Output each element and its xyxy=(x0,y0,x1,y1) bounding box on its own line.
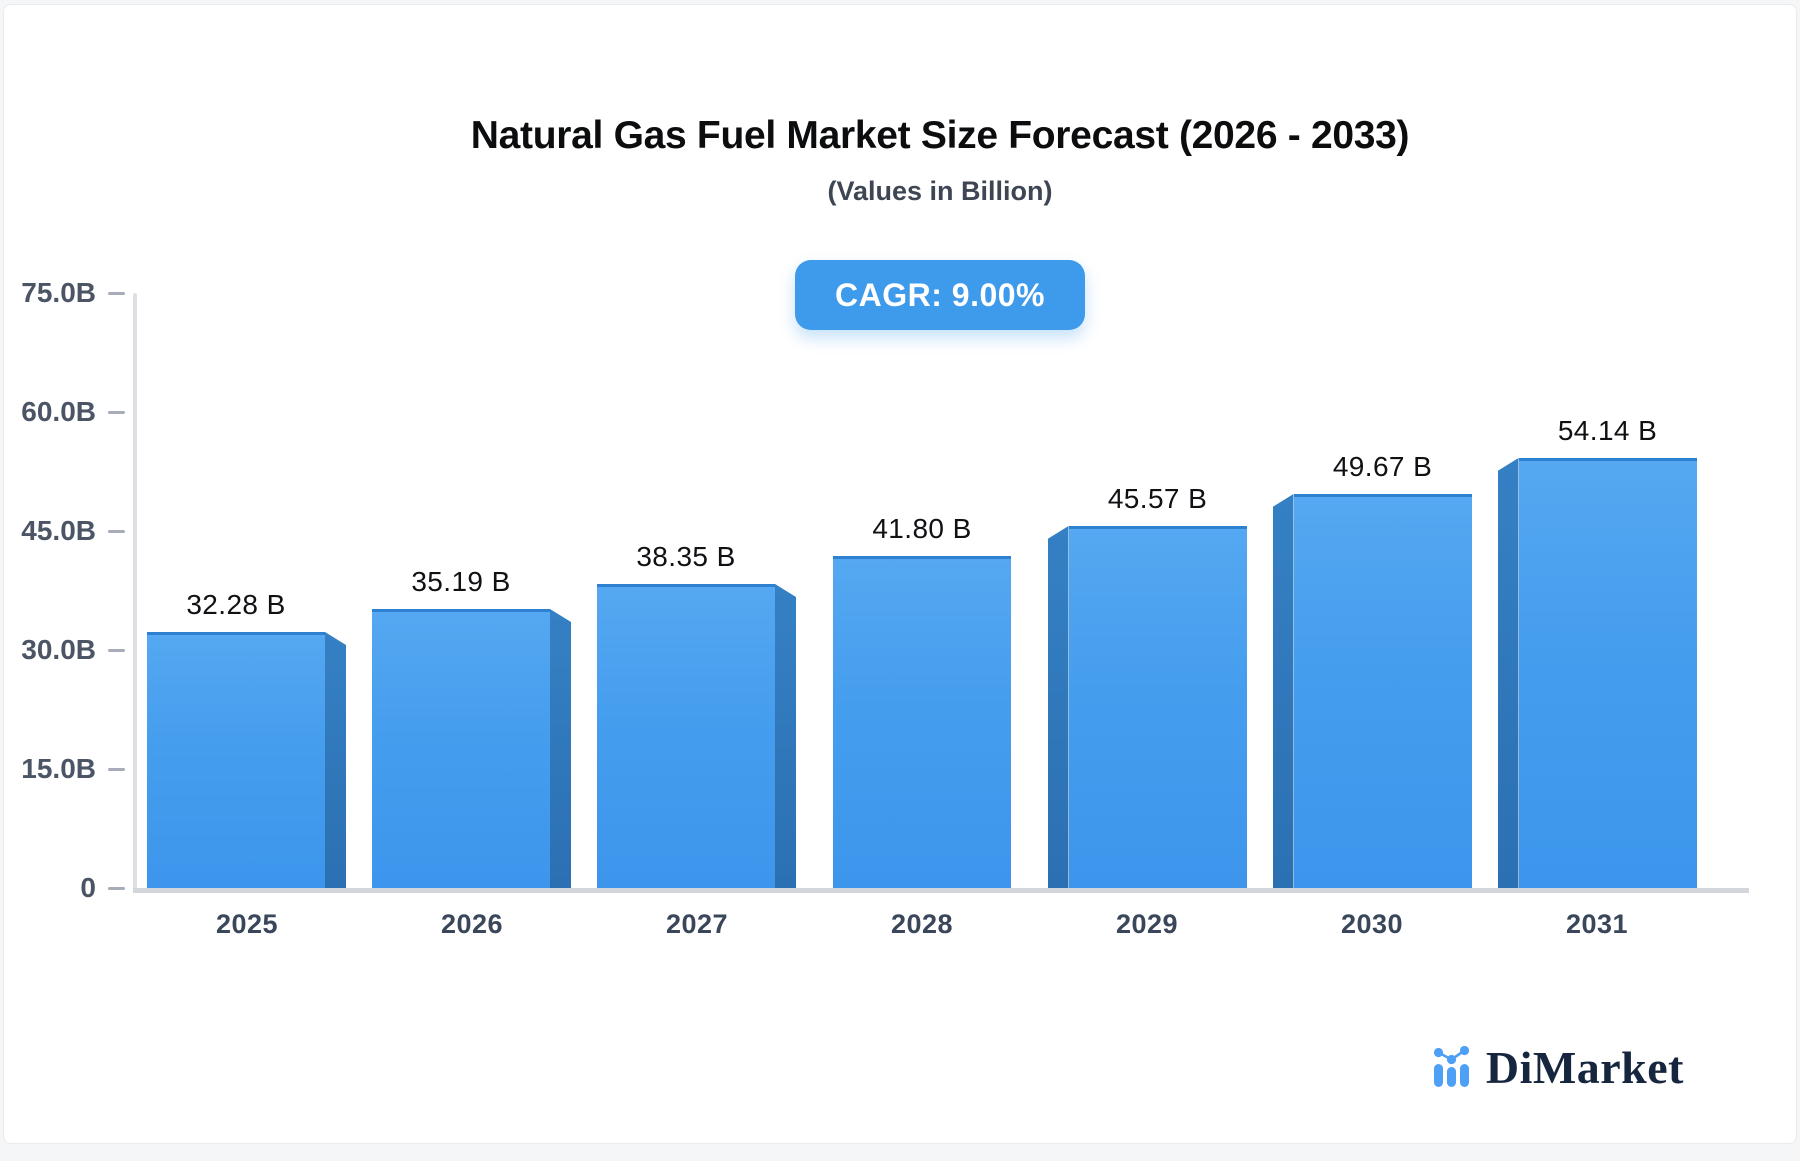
bar-value-label: 41.80 B xyxy=(872,513,972,544)
y-axis-label: 45.0B xyxy=(21,515,96,546)
y-axis-tick xyxy=(108,887,125,890)
x-axis-label: 2029 xyxy=(1115,909,1179,939)
x-axis-label: 2026 xyxy=(440,909,504,939)
bar-value-label: 54.14 B xyxy=(1557,415,1658,446)
bar-side xyxy=(1272,494,1294,888)
bar-face xyxy=(833,556,1011,888)
y-axis-tick xyxy=(108,411,125,414)
x-axis-label: 2027 xyxy=(665,909,729,939)
bar-side xyxy=(1497,458,1519,888)
bar-side xyxy=(325,632,346,888)
x-axis-line xyxy=(133,888,1749,893)
bar-face xyxy=(147,632,325,888)
bar-face xyxy=(597,584,775,888)
logo-text: DiMarket xyxy=(1485,1042,1684,1093)
bar-side xyxy=(550,609,571,888)
bar-value-label: 32.28 B xyxy=(186,589,286,620)
y-axis-label: 15.0B xyxy=(21,753,96,784)
bar-face xyxy=(1068,526,1247,888)
x-axis-label: 2025 xyxy=(215,909,279,939)
chart-subtitle: (Values in Billion) xyxy=(827,176,1053,206)
y-axis-label: 75.0B xyxy=(21,277,96,308)
y-axis-tick xyxy=(108,768,125,771)
y-axis-line xyxy=(133,293,137,892)
x-axis-label: 2030 xyxy=(1340,909,1404,939)
x-axis-label: 2028 xyxy=(890,909,954,939)
cagr-badge: CAGR: 9.00% xyxy=(795,260,1085,330)
x-axis-label: 2031 xyxy=(1565,909,1629,939)
bar-face xyxy=(372,609,550,888)
bar-side xyxy=(1047,526,1069,888)
bar-side xyxy=(775,584,796,888)
y-axis-label: 0 xyxy=(80,872,96,903)
dimarket-logo: DiMarket xyxy=(1432,1045,1684,1091)
bar-value-label: 49.67 B xyxy=(1332,451,1433,482)
y-axis-label: 30.0B xyxy=(21,634,96,665)
cagr-badge-row: CAGR: 9.00% xyxy=(134,260,1746,330)
bar-face xyxy=(1293,494,1472,888)
chart-header: Natural Gas Fuel Market Size Forecast (2… xyxy=(134,113,1746,330)
bar-value-label: 38.35 B xyxy=(636,541,736,572)
bar-value-label: 35.19 B xyxy=(411,566,511,597)
chart-card: Natural Gas Fuel Market Size Forecast (2… xyxy=(3,4,1797,1144)
y-axis-label: 60.0B xyxy=(21,396,96,427)
y-axis-tick xyxy=(108,530,125,533)
bar-value-label: 45.57 B xyxy=(1107,483,1208,514)
plot-area: 75.0B 60.0B 45.0B 30.0B 15.0B 0 32.28 B 2025 35.… xyxy=(4,5,1800,1161)
bar-chart-logo-icon xyxy=(1433,1045,1469,1087)
y-axis-tick xyxy=(108,292,125,295)
bar-face xyxy=(1518,458,1697,888)
chart-title: Natural Gas Fuel Market Size Forecast (2… xyxy=(470,114,1410,157)
y-axis-tick xyxy=(108,649,125,652)
